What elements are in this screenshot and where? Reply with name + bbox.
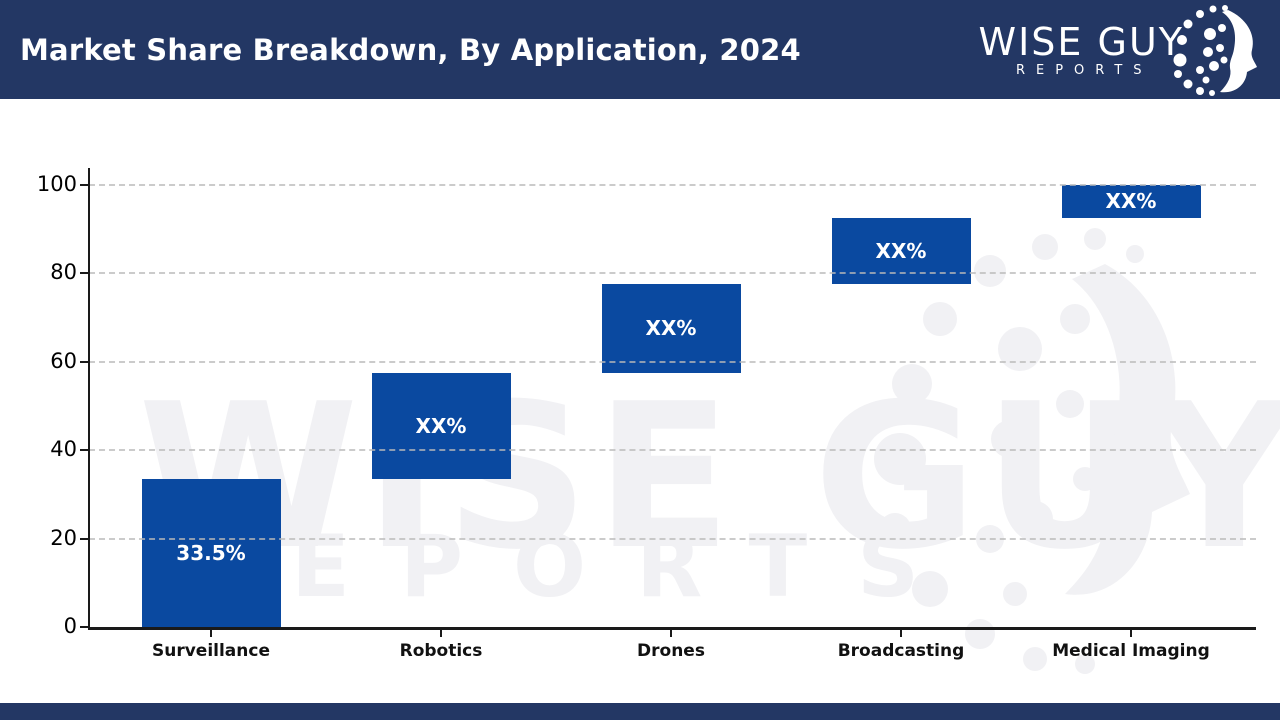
y-tick-label-40: 40 — [50, 437, 77, 461]
category-label-surveillance: Surveillance — [151, 641, 270, 661]
logo-head-icon — [1173, 4, 1257, 96]
x-tick-2 — [440, 630, 442, 637]
category-label-drones: Drones — [637, 641, 705, 661]
logo-reports-label: REPORTS — [1015, 62, 1153, 78]
watermark-reports-text: REPORTS — [175, 517, 970, 617]
bar-value-label: XX% — [875, 238, 927, 263]
bar-medical-imaging: XX% — [1061, 184, 1201, 218]
y-tick-20 — [80, 537, 88, 540]
x-tick-3 — [670, 630, 672, 637]
y-tick-40 — [80, 449, 88, 451]
y-tick-80 — [80, 272, 88, 274]
watermark-wiseguy-text: WISE GUY — [138, 361, 1280, 594]
category-label-medical-imaging: Medical Imaging — [1052, 641, 1210, 661]
footer-bar — [0, 703, 1280, 720]
y-tick-0 — [80, 626, 88, 628]
x-tick-5 — [1130, 630, 1132, 637]
x-axis-line — [88, 627, 1256, 630]
wise-guy-reports-logo: WISE GUY REPORTS — [979, 4, 1258, 96]
y-tick-label-100: 100 — [36, 171, 77, 196]
page-title: Market Share Breakdown, By Application, … — [20, 32, 801, 67]
bar-robotics: XX% — [371, 372, 511, 479]
gridline-80 — [89, 272, 1256, 274]
logo-text: WISE GUY REPORTS — [979, 23, 1184, 77]
y-tick-100 — [80, 183, 88, 186]
y-tick-60 — [80, 360, 88, 363]
category-label-robotics: Robotics — [399, 641, 483, 661]
y-tick-label-60: 60 — [50, 348, 77, 373]
y-tick-label-20: 20 — [50, 525, 77, 550]
bar-value-label: XX% — [415, 413, 467, 438]
y-tick-label-80: 80 — [50, 260, 77, 284]
logo-wiseguy-label: WISE GUY — [978, 19, 1184, 64]
x-tick-1 — [210, 630, 212, 637]
gridline-100 — [89, 183, 1256, 186]
bar-drones: XX% — [601, 284, 741, 373]
y-axis-line — [88, 168, 90, 629]
header-bar: Market Share Breakdown, By Application, … — [0, 0, 1280, 99]
gridline-40 — [89, 449, 1256, 451]
bar-surveillance: 33.5% — [141, 478, 281, 627]
bar-broadcasting: XX% — [831, 217, 971, 285]
gridline-60 — [89, 360, 1256, 363]
x-tick-4 — [900, 630, 902, 637]
gridline-20 — [89, 537, 1256, 540]
bar-value-label: XX% — [1105, 189, 1157, 214]
category-label-broadcasting: Broadcasting — [837, 641, 965, 661]
y-tick-label-0: 0 — [63, 614, 77, 638]
bar-value-label: 33.5% — [176, 540, 246, 565]
bar-value-label: XX% — [645, 316, 697, 341]
